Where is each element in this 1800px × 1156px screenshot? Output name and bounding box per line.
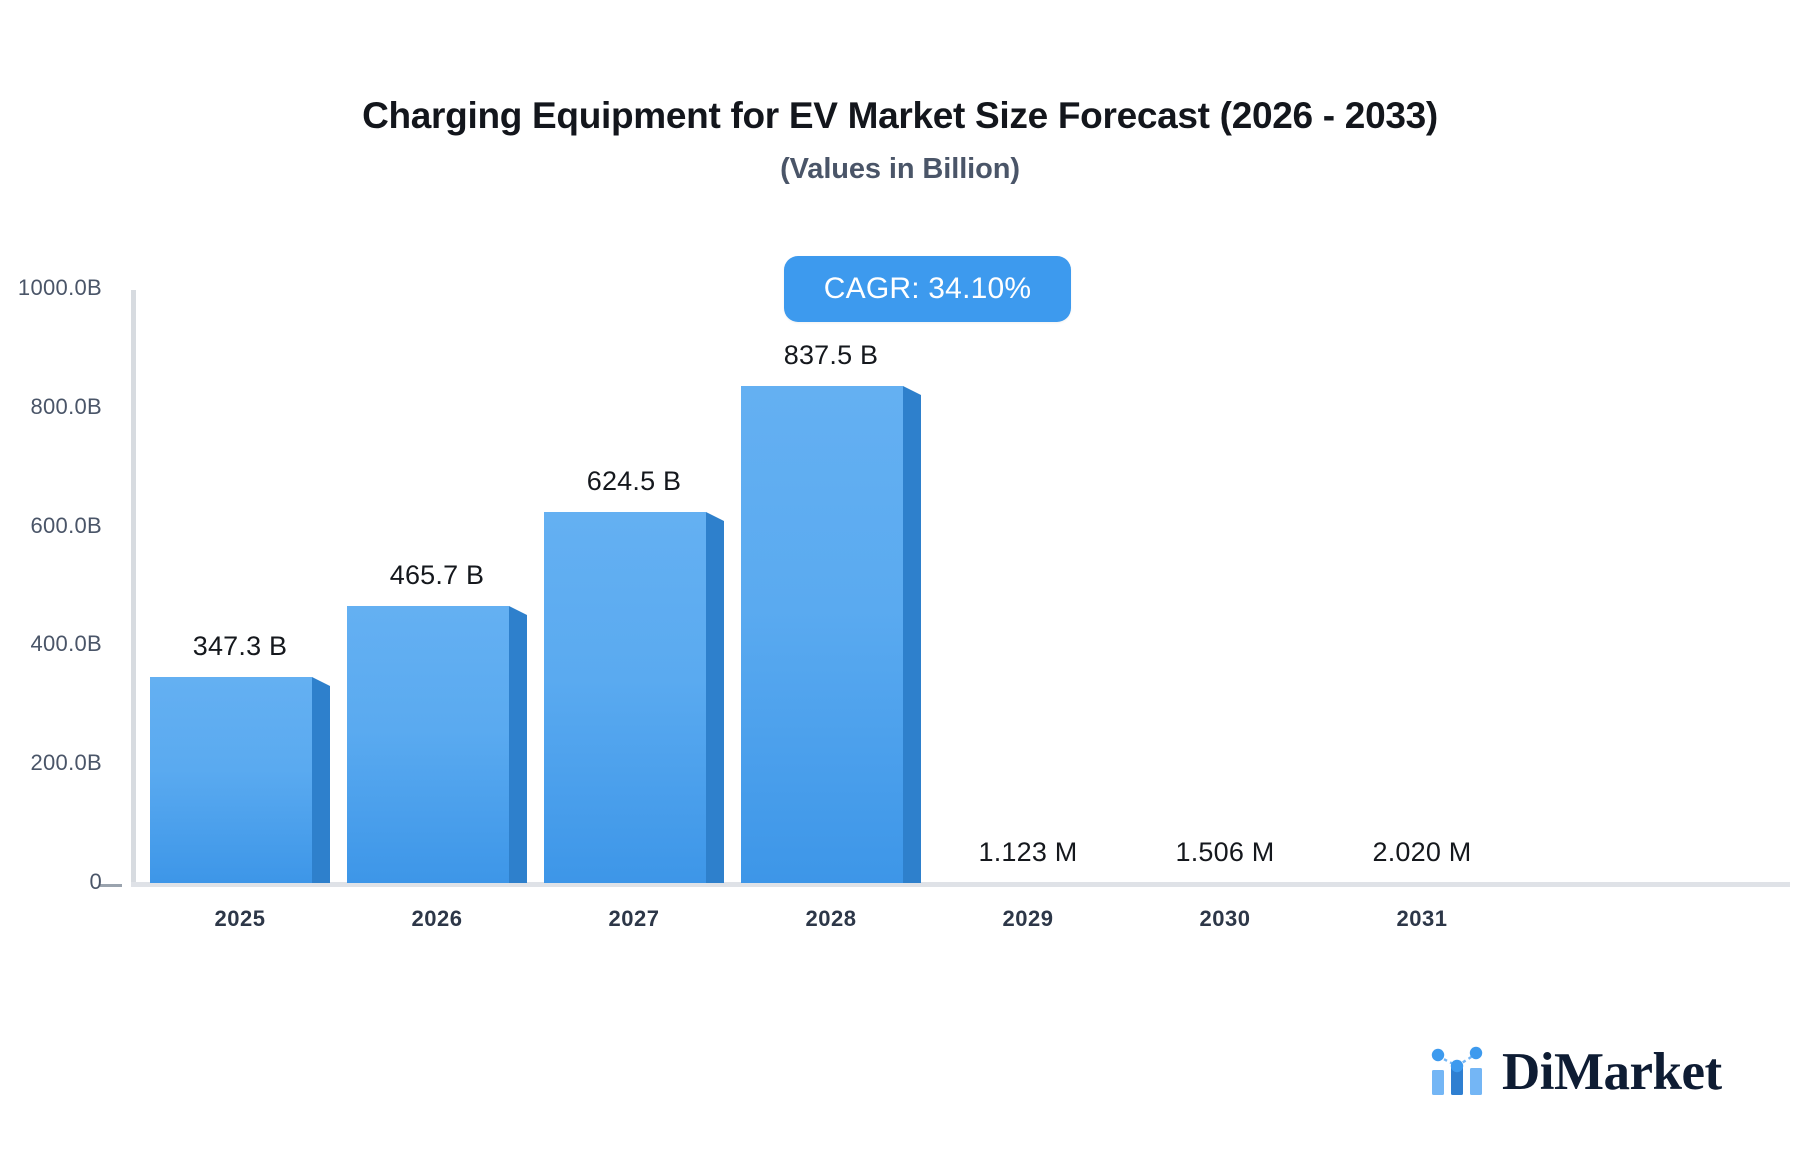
bar-value-label: 1.506 M: [1175, 836, 1275, 867]
bar-front-face: [150, 676, 312, 883]
x-axis-tick-label: 2028: [805, 906, 857, 931]
bar-front-face: [347, 606, 509, 883]
bar-2030[interactable]: [1135, 882, 1315, 883]
bar-value-label: 2.020 M: [1372, 836, 1472, 867]
bar-value-label: 837.5 B: [783, 339, 879, 370]
bar-value-label: 347.3 B: [192, 630, 288, 661]
bar-side-face: [509, 615, 527, 883]
bar-2031[interactable]: [1332, 882, 1512, 883]
bar-side-face: [312, 685, 330, 883]
bar-2025[interactable]: [150, 676, 330, 883]
bar-chart-trend-icon: [1428, 1042, 1486, 1103]
y-axis-tick-label: 0: [89, 869, 102, 894]
bar-value-label: 624.5 B: [586, 466, 682, 497]
bar-front-face: [741, 385, 903, 883]
bar-series: 347.3 B 465.7 B 624.5 B 837.5 B 1.123 M 1.506…: [150, 339, 1512, 883]
x-axis-tick-label: 2031: [1396, 906, 1448, 931]
bar-top-bevel: [509, 606, 527, 616]
y-axis-tick-label: 800.0B: [30, 393, 102, 419]
x-axis-tick-label: 2030: [1199, 906, 1251, 931]
cagr-badge: CAGR: 34.10%: [784, 256, 1071, 322]
y-axis-tick-label: 200.0B: [30, 750, 102, 776]
x-axis-tick-label: 2026: [411, 906, 463, 931]
x-axis-tick-label: 2027: [608, 906, 660, 931]
chart-plot-area: 0 200.0B 400.0B 600.0B 800.0B 1000.0B 347.3 B…: [17, 275, 1790, 931]
x-axis-baseline: [131, 882, 1790, 887]
x-axis-tick-label: 2029: [1002, 906, 1054, 931]
chart-title: Charging Equipment for EV Market Size Fo…: [362, 95, 1438, 136]
chart-subtitle: (Values in Billion): [780, 152, 1020, 185]
bar-top-bevel: [706, 512, 724, 522]
y-axis-tick-label: 400.0B: [30, 631, 102, 657]
bar-side-face: [706, 521, 724, 883]
bar-top-bevel: [903, 385, 921, 395]
y-axis-line: [131, 290, 136, 883]
bar-2027[interactable]: [544, 512, 724, 883]
bar-2028[interactable]: [741, 385, 921, 883]
logo-wordmark: DiMarket: [1502, 1043, 1722, 1101]
dimarket-logo: DiMarket: [1428, 1042, 1722, 1103]
y-axis-tick-label: 1000.0B: [17, 275, 102, 300]
x-axis-tick-label: 2025: [214, 906, 266, 931]
bar-top-bevel: [312, 676, 330, 686]
bar-front-face: [544, 512, 706, 883]
y-axis-zero-tick: [100, 884, 122, 887]
bar-value-label: 1.123 M: [978, 836, 1078, 867]
chart-header: Charging Equipment for EV Market Size Fo…: [0, 95, 1800, 186]
bar-side-face: [903, 394, 921, 883]
bar-2029[interactable]: [938, 882, 1118, 883]
y-axis-tick-label: 600.0B: [30, 512, 102, 538]
bar-value-label: 465.7 B: [389, 560, 485, 591]
bar-2026[interactable]: [347, 606, 527, 883]
